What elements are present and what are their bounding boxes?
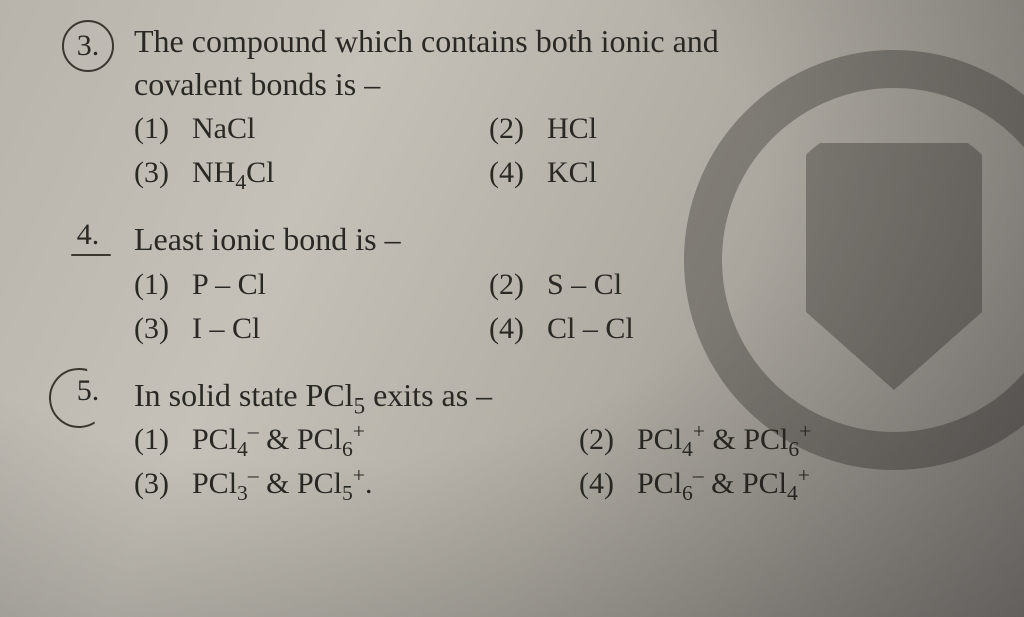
- option-value: I – Cl: [192, 312, 260, 346]
- options-grid: (1) P – Cl (2) S – Cl (3) I – Cl (4) Cl …: [134, 268, 984, 346]
- question-row: 5. In solid state PCl5 exits as –: [60, 374, 984, 417]
- option-label: (4): [489, 312, 537, 346]
- option-value: PCl3– & PCl5+.: [192, 467, 372, 501]
- options-grid: (1) PCl4– & PCl6+ (2) PCl4+ & PCl6+ (3) …: [134, 423, 984, 501]
- content-area: 3. The compound which contains both ioni…: [60, 20, 984, 501]
- question-text: In solid state PCl5 exits as –: [134, 374, 984, 417]
- option-row: (4) Cl – Cl: [489, 312, 804, 346]
- page-root: 3. The compound which contains both ioni…: [0, 0, 1024, 617]
- question-text: Least ionic bond is –: [134, 218, 984, 261]
- option-row: (1) NaCl: [134, 112, 449, 146]
- option-label: (3): [134, 156, 182, 190]
- question-block-5: 5. In solid state PCl5 exits as – (1) PC…: [60, 374, 984, 501]
- option-row: (3) NH4Cl: [134, 156, 449, 190]
- option-row: (2) PCl4+ & PCl6+: [579, 423, 984, 457]
- option-value: HCl: [547, 112, 597, 146]
- option-row: (3) I – Cl: [134, 312, 449, 346]
- option-label: (1): [134, 268, 182, 302]
- option-value: PCl6– & PCl4+: [637, 467, 810, 501]
- option-row: (4) KCl: [489, 156, 804, 190]
- option-row: (1) P – Cl: [134, 268, 449, 302]
- question-number-wrap: 3.: [60, 20, 116, 72]
- option-row: (2) HCl: [489, 112, 804, 146]
- question-number: 4.: [77, 218, 100, 252]
- question-number: 3.: [77, 29, 100, 63]
- option-label: (4): [489, 156, 537, 190]
- question-block-3: 3. The compound which contains both ioni…: [60, 20, 984, 190]
- option-value: NH4Cl: [192, 156, 275, 190]
- question-text: The compound which contains both ionic a…: [134, 20, 984, 106]
- question-block-4: 4. Least ionic bond is – (1) P – Cl (2) …: [60, 218, 984, 345]
- option-label: (3): [134, 467, 182, 501]
- option-row: (3) PCl3– & PCl5+.: [134, 467, 539, 501]
- question-number-wrap: 4.: [60, 218, 116, 252]
- option-value: P – Cl: [192, 268, 266, 302]
- option-row: (1) PCl4– & PCl6+: [134, 423, 539, 457]
- options-grid: (1) NaCl (2) HCl (3) NH4Cl (4) KCl: [134, 112, 984, 190]
- option-value: KCl: [547, 156, 597, 190]
- option-label: (2): [579, 423, 627, 457]
- option-value: S – Cl: [547, 268, 622, 302]
- option-row: (4) PCl6– & PCl4+: [579, 467, 984, 501]
- option-label: (2): [489, 268, 537, 302]
- option-label: (4): [579, 467, 627, 501]
- option-label: (1): [134, 112, 182, 146]
- question-number-wrap: 5.: [60, 374, 116, 408]
- question-number: 5.: [77, 374, 100, 408]
- question-row: 4. Least ionic bond is –: [60, 218, 984, 261]
- question-row: 3. The compound which contains both ioni…: [60, 20, 984, 106]
- option-label: (2): [489, 112, 537, 146]
- option-row: (2) S – Cl: [489, 268, 804, 302]
- question-number-circled: 3.: [62, 20, 114, 72]
- option-label: (3): [134, 312, 182, 346]
- option-value: Cl – Cl: [547, 312, 634, 346]
- option-value: PCl4+ & PCl6+: [637, 423, 811, 457]
- option-value: PCl4– & PCl6+: [192, 423, 365, 457]
- option-label: (1): [134, 423, 182, 457]
- option-value: NaCl: [192, 112, 255, 146]
